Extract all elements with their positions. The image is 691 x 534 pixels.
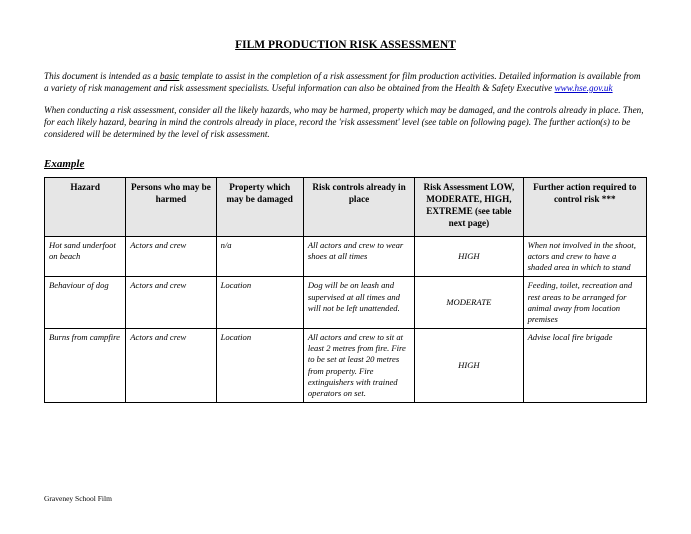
header-persons: Persons who may be harmed bbox=[126, 178, 216, 237]
page-title: FILM PRODUCTION RISK ASSESSMENT bbox=[44, 38, 647, 53]
cell-property: Location bbox=[216, 329, 303, 403]
footer-text: Graveney School Film bbox=[44, 494, 112, 504]
cell-action: Feeding, toilet, recreation and rest are… bbox=[523, 277, 646, 329]
cell-risk: HIGH bbox=[415, 236, 523, 277]
cell-risk: MODERATE bbox=[415, 277, 523, 329]
cell-action: When not involved in the shoot, actors a… bbox=[523, 236, 646, 277]
header-risk: Risk Assessment LOW, MODERATE, HIGH, EXT… bbox=[415, 178, 523, 237]
cell-persons: Actors and crew bbox=[126, 277, 216, 329]
cell-controls: All actors and crew to sit at least 2 me… bbox=[303, 329, 414, 403]
cell-persons: Actors and crew bbox=[126, 329, 216, 403]
cell-property: n/a bbox=[216, 236, 303, 277]
intro-paragraph-1: This document is intended as a basic tem… bbox=[44, 71, 647, 95]
intro-text-a: This document is intended as a bbox=[44, 71, 160, 81]
hse-link[interactable]: www.hse.gov.uk bbox=[555, 83, 613, 93]
cell-property: Location bbox=[216, 277, 303, 329]
table-row: Behaviour of dog Actors and crew Locatio… bbox=[45, 277, 647, 329]
table-row: Hot sand underfoot on beach Actors and c… bbox=[45, 236, 647, 277]
header-hazard: Hazard bbox=[45, 178, 126, 237]
cell-controls: Dog will be on leash and supervised at a… bbox=[303, 277, 414, 329]
table-row: Burns from campfire Actors and crew Loca… bbox=[45, 329, 647, 403]
header-property: Property which may be damaged bbox=[216, 178, 303, 237]
risk-assessment-table: Hazard Persons who may be harmed Propert… bbox=[44, 177, 647, 403]
cell-risk: HIGH bbox=[415, 329, 523, 403]
cell-persons: Actors and crew bbox=[126, 236, 216, 277]
example-heading: Example bbox=[44, 157, 647, 171]
table-header-row: Hazard Persons who may be harmed Propert… bbox=[45, 178, 647, 237]
header-action: Further action required to control risk … bbox=[523, 178, 646, 237]
intro-paragraph-2: When conducting a risk assessment, consi… bbox=[44, 105, 647, 141]
cell-hazard: Behaviour of dog bbox=[45, 277, 126, 329]
cell-action: Advise local fire brigade bbox=[523, 329, 646, 403]
cell-controls: All actors and crew to wear shoes at all… bbox=[303, 236, 414, 277]
cell-hazard: Hot sand underfoot on beach bbox=[45, 236, 126, 277]
header-controls: Risk controls already in place bbox=[303, 178, 414, 237]
intro-basic-word: basic bbox=[160, 71, 179, 81]
cell-hazard: Burns from campfire bbox=[45, 329, 126, 403]
